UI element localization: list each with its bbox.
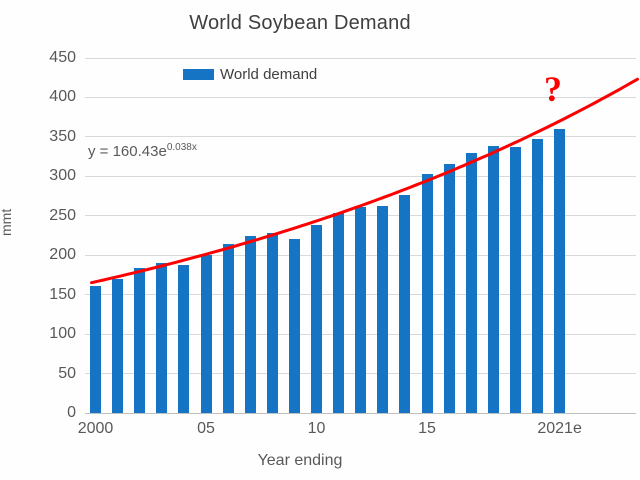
gridline-450 [85,57,636,59]
legend: World demand [183,66,317,83]
bar-2009 [288,238,300,414]
bar-2014 [399,195,411,414]
chart-title: World Soybean Demand [189,12,411,34]
bar-2001 [112,279,124,414]
y-tick-label-50: 50 [58,364,76,382]
y-tick-label-250: 250 [49,206,76,224]
y-tick-label-300: 300 [49,167,76,185]
bar-2007 [244,236,256,414]
bar-2005 [200,254,212,414]
bar-2018 [487,145,499,414]
x-tick-label-2000: 2000 [77,420,114,438]
bar-2015 [421,174,433,414]
bar-2013 [377,205,389,414]
bar-2017 [465,152,477,414]
x-tick-label-05: 05 [197,420,215,438]
bar-2004 [178,264,190,414]
y-tick-label-350: 350 [49,127,76,145]
x-tick-label-10: 10 [307,420,326,438]
plot-area [85,57,636,414]
bar-2021e [554,129,566,414]
bar-2010 [311,225,322,414]
y-tick-label-450: 450 [49,49,76,66]
bar-2003 [156,262,168,414]
y-tick-label-100: 100 [49,325,76,343]
y-tick-label-400: 400 [49,88,76,106]
y-axis-title: mmt [0,208,14,236]
y-tick-label-200: 200 [49,246,76,264]
x-axis-title: Year ending [257,452,343,469]
bar-2002 [134,268,146,414]
bar-2011 [333,212,345,414]
bar-2006 [222,244,234,414]
bar-2016 [443,163,455,414]
bar-2020 [532,139,543,414]
bar-2012 [355,207,367,414]
trendline-equation: y = 160.43e0.038x [88,142,197,160]
y-tick-label-0: 0 [67,404,76,422]
equation-base: y = 160.43e [88,143,167,160]
question-mark-annotation: ? [544,69,562,109]
x-tick-label-15: 15 [418,420,436,438]
bar-2000 [90,286,101,414]
equation-exponent: 0.038x [166,142,197,153]
legend-swatch-icon [183,69,214,80]
gridline-0 [85,412,636,414]
legend-label: World demand [220,66,318,83]
x-tick-label-2021e: 2021e [537,420,582,438]
bar-2019 [509,147,521,414]
y-tick-label-150: 150 [49,285,76,303]
bar-2008 [266,233,278,414]
